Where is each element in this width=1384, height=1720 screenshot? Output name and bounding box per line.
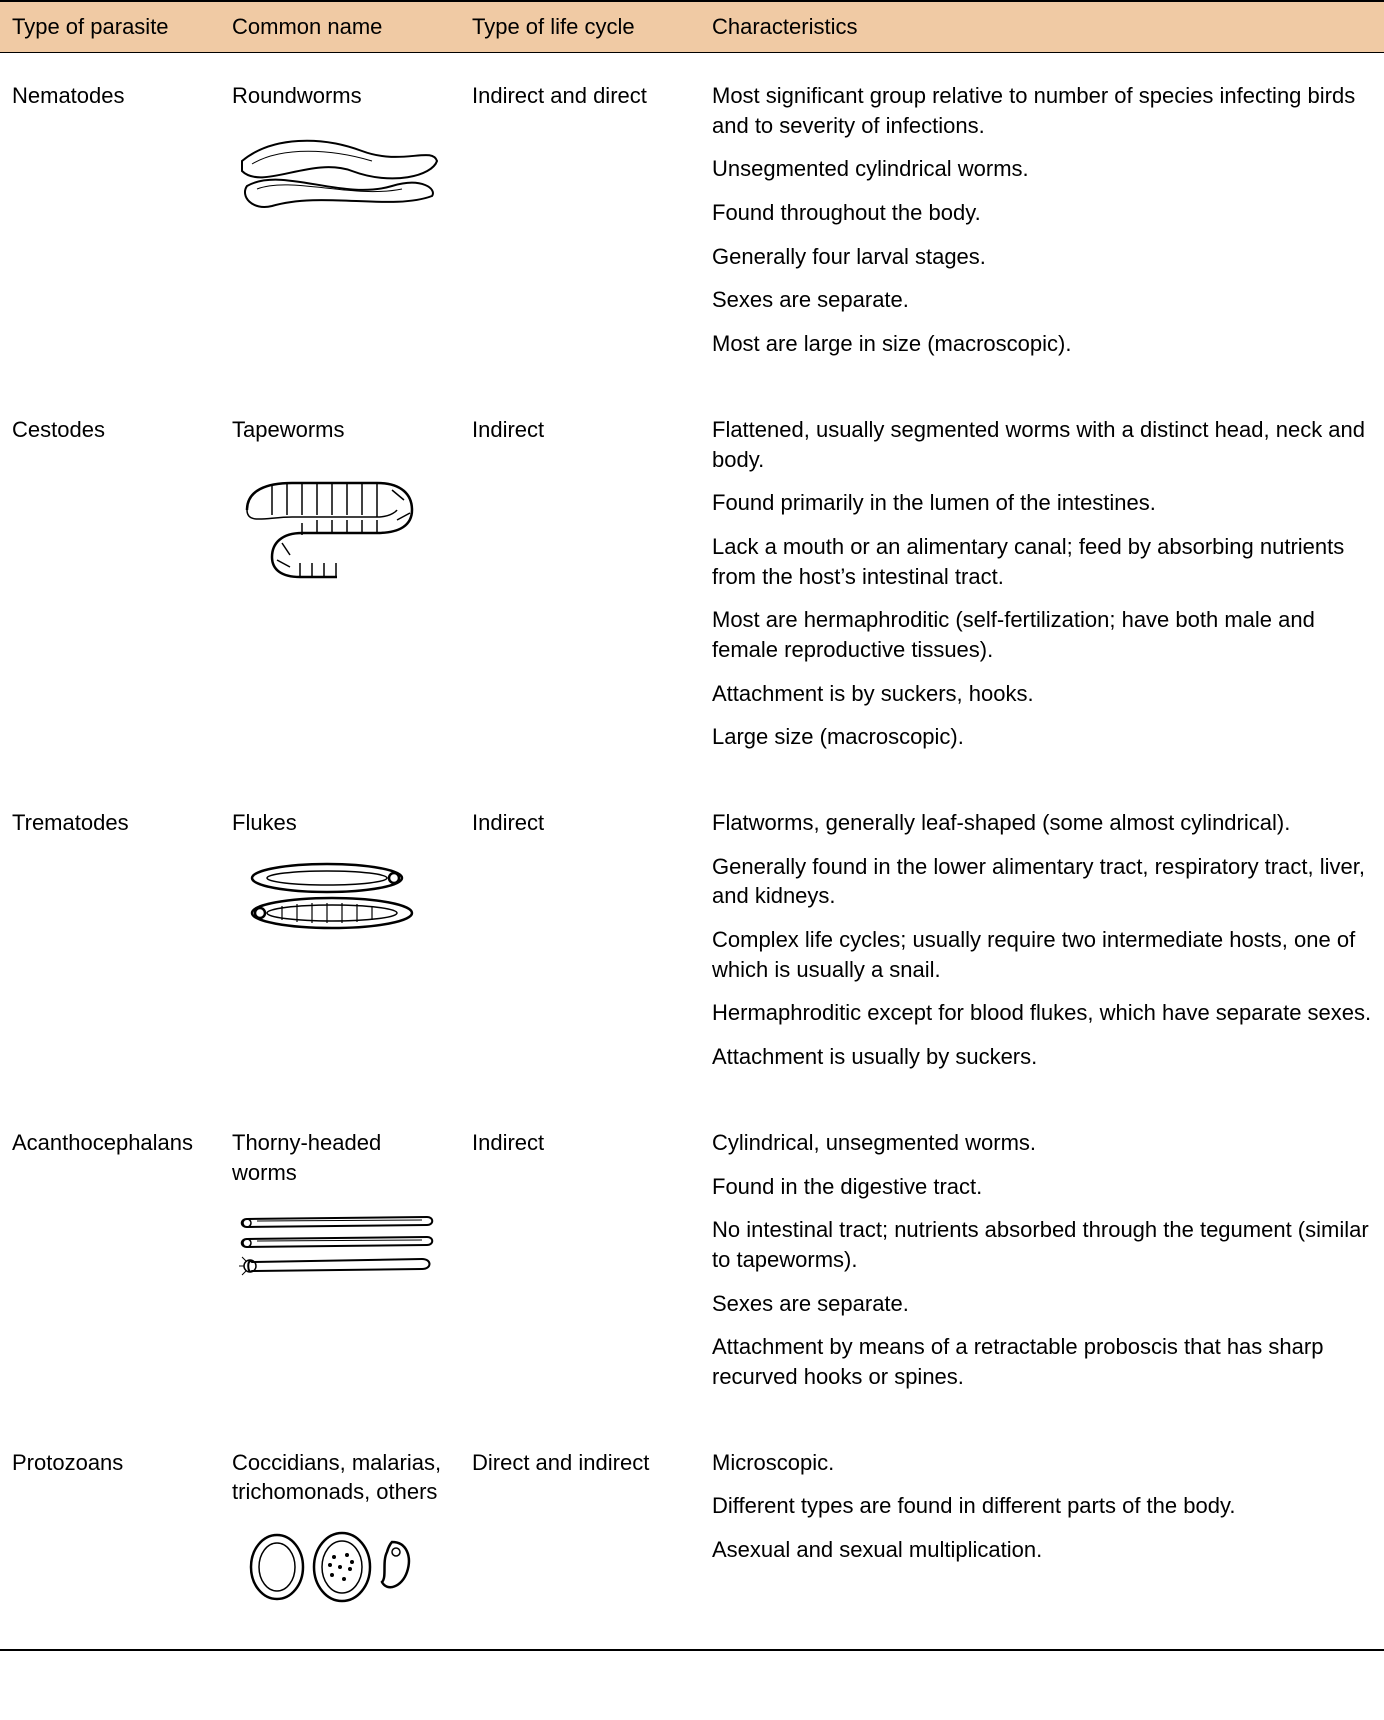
- table-row: Trematodes Flukes Indirect: [0, 780, 1384, 1100]
- characteristic-item: Lack a mouth or an alimentary canal; fee…: [712, 532, 1372, 591]
- fluke-icon: [232, 858, 442, 938]
- characteristic-item: Asexual and sexual multiplication.: [712, 1535, 1372, 1565]
- cell-life-cycle: Indirect: [460, 804, 700, 1090]
- common-name-text: Tapeworms: [232, 415, 448, 445]
- characteristics-list: Flatworms, generally leaf-shaped (some a…: [712, 808, 1372, 1072]
- header-common-name: Common name: [220, 10, 460, 44]
- cell-characteristics: Most significant group relative to numbe…: [700, 77, 1384, 377]
- header-characteristics: Characteristics: [700, 10, 1384, 44]
- characteristic-item: Unsegmented cylindrical worms.: [712, 154, 1372, 184]
- table-row: Cestodes Tapeworms Indirect: [0, 387, 1384, 780]
- cell-characteristics: Cylindrical, unsegmented worms. Found in…: [700, 1124, 1384, 1410]
- common-name-text: Coccidians, malarias, trichomonads, othe…: [232, 1448, 448, 1507]
- characteristics-list: Microscopic. Different types are found i…: [712, 1448, 1372, 1565]
- characteristics-list: Flattened, usually segmented worms with …: [712, 415, 1372, 752]
- characteristic-item: Found in the digestive tract.: [712, 1172, 1372, 1202]
- tapeworm-icon: [232, 465, 442, 585]
- cell-life-cycle: Indirect and direct: [460, 77, 700, 377]
- characteristic-item: Flatworms, generally leaf-shaped (some a…: [712, 808, 1372, 838]
- parasite-table: Type of parasite Common name Type of lif…: [0, 0, 1384, 1651]
- cell-common-name: Coccidians, malarias, trichomonads, othe…: [220, 1444, 460, 1619]
- cell-parasite-type: Nematodes: [0, 77, 220, 377]
- table-row: Acanthocephalans Thorny-headed worms Ind…: [0, 1100, 1384, 1420]
- cell-common-name: Thorny-headed worms: [220, 1124, 460, 1410]
- header-type-of-parasite: Type of parasite: [0, 10, 220, 44]
- characteristic-item: Attachment by means of a retractable pro…: [712, 1332, 1372, 1391]
- characteristic-item: Attachment is by suckers, hooks.: [712, 679, 1372, 709]
- cell-parasite-type: Cestodes: [0, 411, 220, 770]
- characteristic-item: Sexes are separate.: [712, 1289, 1372, 1319]
- characteristic-item: Found throughout the body.: [712, 198, 1372, 228]
- characteristic-item: Generally found in the lower alimentary …: [712, 852, 1372, 911]
- cell-common-name: Flukes: [220, 804, 460, 1090]
- characteristic-item: Most significant group relative to numbe…: [712, 81, 1372, 140]
- cell-characteristics: Microscopic. Different types are found i…: [700, 1444, 1384, 1619]
- thorny-headed-worm-icon: [232, 1207, 442, 1287]
- table-footer-rule: [0, 1649, 1384, 1651]
- characteristic-item: Complex life cycles; usually require two…: [712, 925, 1372, 984]
- cell-life-cycle: Indirect: [460, 411, 700, 770]
- cell-parasite-type: Protozoans: [0, 1444, 220, 1619]
- protozoa-icon: [232, 1527, 442, 1607]
- roundworm-icon: [232, 131, 442, 211]
- characteristic-item: Attachment is usually by suckers.: [712, 1042, 1372, 1072]
- characteristic-item: Generally four larval stages.: [712, 242, 1372, 272]
- characteristics-list: Most significant group relative to numbe…: [712, 81, 1372, 359]
- characteristic-item: Flattened, usually segmented worms with …: [712, 415, 1372, 474]
- cell-common-name: Tapeworms: [220, 411, 460, 770]
- characteristic-item: Most are large in size (macroscopic).: [712, 329, 1372, 359]
- cell-common-name: Roundworms: [220, 77, 460, 377]
- table-row: Nematodes Roundworms Indirect and direct…: [0, 53, 1384, 387]
- characteristic-item: Most are hermaphroditic (self-fertilizat…: [712, 605, 1372, 664]
- characteristic-item: Sexes are separate.: [712, 285, 1372, 315]
- header-type-of-life-cycle: Type of life cycle: [460, 10, 700, 44]
- characteristic-item: Different types are found in different p…: [712, 1491, 1372, 1521]
- cell-parasite-type: Acanthocephalans: [0, 1124, 220, 1410]
- characteristic-item: Microscopic.: [712, 1448, 1372, 1478]
- common-name-text: Roundworms: [232, 81, 448, 111]
- characteristic-item: Cylindrical, unsegmented worms.: [712, 1128, 1372, 1158]
- cell-characteristics: Flattened, usually segmented worms with …: [700, 411, 1384, 770]
- characteristic-item: No intestinal tract; nutrients absorbed …: [712, 1215, 1372, 1274]
- table-header-row: Type of parasite Common name Type of lif…: [0, 0, 1384, 53]
- characteristic-item: Found primarily in the lumen of the inte…: [712, 488, 1372, 518]
- characteristic-item: Hermaphroditic except for blood flukes, …: [712, 998, 1372, 1028]
- cell-life-cycle: Direct and indirect: [460, 1444, 700, 1619]
- cell-parasite-type: Trematodes: [0, 804, 220, 1090]
- cell-life-cycle: Indirect: [460, 1124, 700, 1410]
- common-name-text: Thorny-headed worms: [232, 1128, 448, 1187]
- common-name-text: Flukes: [232, 808, 448, 838]
- characteristics-list: Cylindrical, unsegmented worms. Found in…: [712, 1128, 1372, 1392]
- table-row: Protozoans Coccidians, malarias, trichom…: [0, 1420, 1384, 1629]
- characteristic-item: Large size (macroscopic).: [712, 722, 1372, 752]
- cell-characteristics: Flatworms, generally leaf-shaped (some a…: [700, 804, 1384, 1090]
